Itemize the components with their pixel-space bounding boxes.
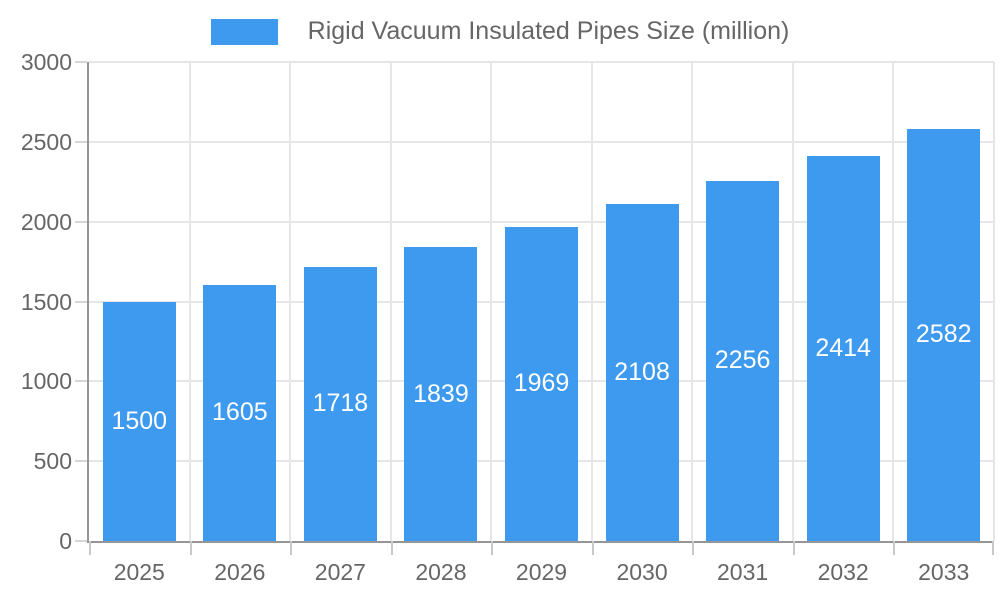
x-axis-tick [893,541,896,555]
gridline-vertical [389,62,392,541]
gridline-vertical [188,62,191,541]
x-tick-label: 2027 [314,559,366,585]
bar: 1500 [102,301,176,541]
x-axis-tick [390,541,393,555]
bar-value-label: 2256 [714,346,771,375]
bar: 1969 [505,226,578,541]
gridline-vertical [691,62,694,541]
gridline-vertical [289,62,292,541]
gridline-horizontal [89,220,994,223]
bar: 1839 [404,247,478,541]
x-axis-tick [792,541,795,555]
bar-value-label: 2582 [915,320,972,349]
x-tick-label: 2030 [616,559,668,585]
x-axis-tick [89,541,91,555]
x-axis-tick [290,541,293,555]
y-axis-tick [75,300,87,303]
bar-value-label: 1500 [111,406,168,435]
bar-value-label: 1969 [513,369,570,398]
bar: 1718 [303,266,377,541]
bar: 1605 [203,284,277,541]
x-tick-label: 2032 [817,559,869,585]
bar-value-label: 1605 [212,398,268,427]
y-tick-label: 3000 [20,49,72,75]
y-axis-tick [75,540,87,542]
bar-value-label: 1718 [312,389,369,418]
chart-legend: Rigid Vacuum Insulated Pipes Size (milli… [0,17,1000,46]
gridline-vertical [993,62,995,541]
legend-label: Rigid Vacuum Insulated Pipes Size (milli… [307,17,790,45]
y-tick-label: 1000 [20,368,72,395]
gridline-vertical [791,62,794,541]
y-axis-tick [75,61,87,63]
x-axis-tick [189,541,192,555]
gridline-vertical [892,62,895,541]
gridline-vertical [490,62,493,541]
y-tick-label: 1500 [20,288,72,315]
y-axis-tick [75,380,87,383]
y-tick-label: 2500 [20,128,72,155]
bar: 2582 [907,128,981,541]
gridline-vertical [590,62,593,541]
legend-swatch-icon [210,18,278,45]
legend-item[interactable]: Rigid Vacuum Insulated Pipes Size (milli… [210,17,790,46]
y-axis-tick [75,140,87,143]
x-axis-tick [692,541,695,555]
x-tick-label: 2025 [113,559,165,585]
gridline-horizontal [89,140,994,143]
bar-value-label: 1839 [413,379,469,408]
x-tick-label: 2026 [214,559,266,585]
x-axis-tick [491,541,494,555]
bar: 2414 [806,155,880,541]
x-axis-tick [591,541,594,555]
x-axis-tick [992,541,994,555]
y-tick-label: 2000 [20,208,72,235]
gridline-horizontal [89,61,994,63]
x-tick-label: 2033 [918,559,970,585]
bar-value-label: 2414 [815,333,871,362]
y-axis-tick [75,220,87,223]
bar: 2108 [605,204,679,541]
bar: 2256 [706,180,780,541]
y-axis-tick [75,460,87,463]
plot-area: 0 500 1000 1500 2000 2500 3000 1500 2025 1605 2026… [21,49,995,585]
x-tick-label: 2031 [717,559,769,585]
x-tick-label: 2029 [515,559,568,585]
bar-value-label: 2108 [614,358,670,387]
y-tick-label: 0 [59,528,72,554]
y-tick-label: 500 [33,448,72,475]
x-tick-label: 2028 [415,559,467,585]
